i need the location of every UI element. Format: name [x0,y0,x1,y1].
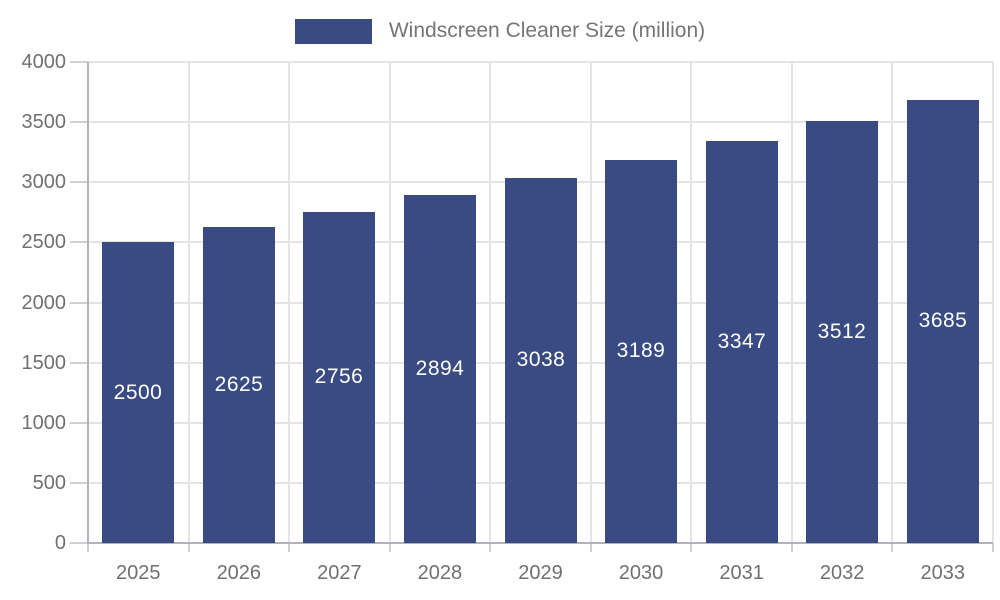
x-axis-tick [589,543,592,552]
gridline-vertical [891,62,894,543]
x-axis-tick [187,543,190,552]
gridline-vertical [690,62,693,543]
bar-value-label: 3189 [616,339,666,363]
y-tick-label: 0 [54,532,66,554]
y-tick-label: 3000 [21,171,67,194]
y-axis-tick [70,241,88,244]
y-tick-label: 2500 [21,231,67,254]
gridline-vertical [489,62,492,543]
gridline-horizontal [88,61,993,63]
x-axis-tick [288,543,291,552]
x-tick-label: 2030 [618,562,664,584]
x-tick-label: 2032 [819,562,865,584]
y-axis-tick [70,481,88,484]
legend-label: Windscreen Cleaner Size (million) [388,19,706,42]
bar-2027[interactable]: 2756 [303,211,375,543]
y-tick-label: 500 [32,471,66,494]
bar-value-label: 2756 [314,365,364,389]
y-tick-label: 2000 [21,291,67,314]
y-axis-tick [70,361,88,364]
x-axis-tick [790,543,793,552]
bar-value-label: 3347 [717,329,767,353]
gridline-vertical [589,62,592,543]
bar-2032[interactable]: 3512 [806,120,878,543]
x-tick-label: 2029 [518,562,563,584]
x-tick-label: 2028 [417,562,463,584]
x-tick-label: 2026 [216,562,262,584]
plot-area: 0 500 1000 1500 2000 2500 3000 3500 4000 2500 2625… [22,51,994,584]
x-axis-tick [992,543,994,552]
bar-2029[interactable]: 3038 [505,177,577,543]
bar-value-label: 2894 [415,356,465,380]
y-axis-tick [70,421,88,424]
bar-2030[interactable]: 3189 [605,159,677,543]
y-axis-tick [70,61,88,63]
x-tick-label: 2027 [317,562,362,584]
x-tick-label: 2025 [116,562,161,584]
bar-2028[interactable]: 2894 [404,194,476,543]
y-axis-line [87,62,89,543]
x-tick-label: 2033 [920,562,965,584]
gridline-vertical [187,62,190,543]
y-axis-tick [70,301,88,304]
x-tick-label: 2031 [719,562,764,584]
gridline-vertical [790,62,793,543]
bar-2026[interactable]: 2625 [203,227,275,543]
legend[interactable]: Windscreen Cleaner Size (million) [0,16,1000,46]
bar-value-label: 3038 [516,348,566,372]
y-tick-label: 3500 [21,111,67,134]
bar-value-label: 3685 [918,309,968,333]
bar-value-label: 3512 [817,319,867,343]
legend-swatch [294,18,372,44]
gridline-vertical [288,62,291,543]
bar-value-label: 2625 [214,373,264,397]
y-tick-label: 1500 [21,351,67,374]
x-axis-line [87,542,993,544]
x-axis-tick [690,543,693,552]
bar-value-label: 2500 [113,380,163,404]
y-axis-tick [70,181,88,184]
y-axis-tick [70,542,88,544]
bar-2031[interactable]: 3347 [706,140,778,543]
y-tick-label: 4000 [21,51,67,73]
gridline-vertical [388,62,391,543]
bar-2025[interactable]: 2500 [102,242,174,543]
x-axis-tick [489,543,492,552]
gridline-horizontal [88,121,993,124]
x-axis-tick [87,543,89,552]
y-tick-label: 1000 [21,411,67,434]
x-axis-tick [388,543,391,552]
bar-2033[interactable]: 3685 [907,99,979,543]
x-axis-tick [891,543,894,552]
gridline-vertical [992,62,994,543]
y-axis-tick [70,121,88,124]
